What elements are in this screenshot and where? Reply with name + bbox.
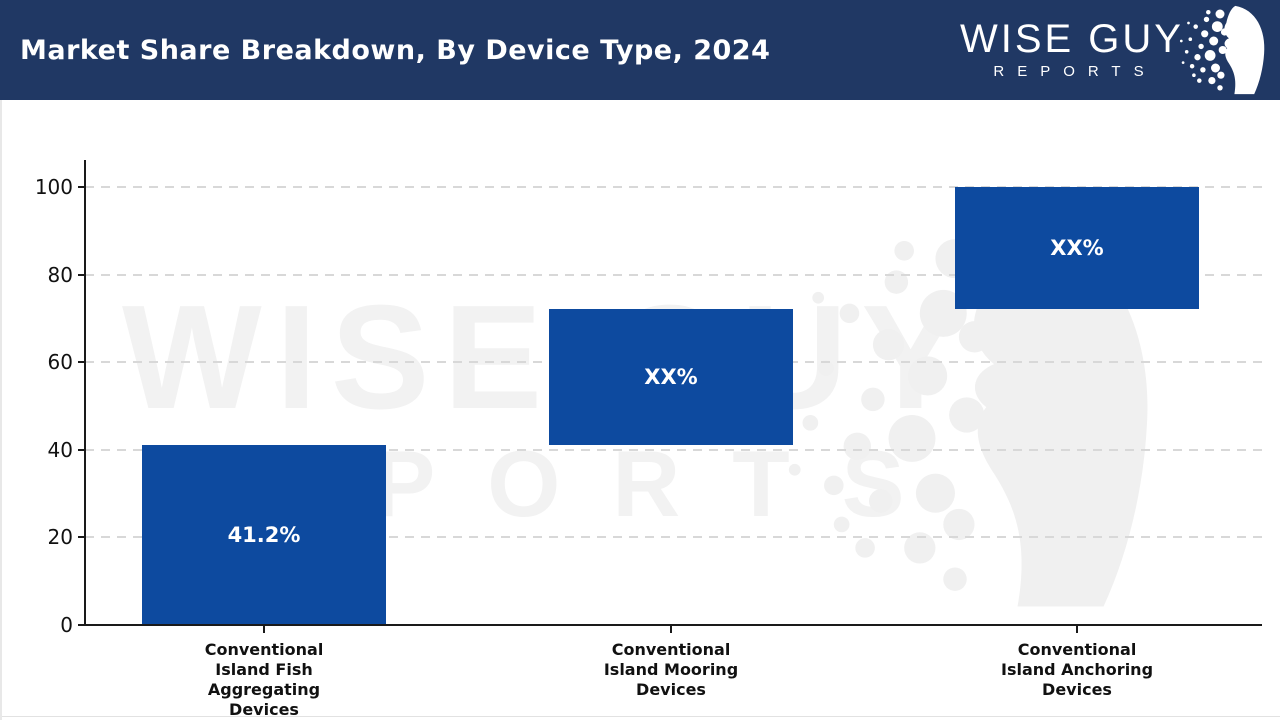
x-category-label-1: Conventional Island Fish Aggregating Dev… [204,640,324,719]
header-bar: Market Share Breakdown, By Device Type, … [0,0,1280,100]
y-tick-mark-0 [78,624,85,626]
brand-logo-face-icon [1179,5,1265,95]
watermark-brand-line1: WISE GUY [122,275,960,440]
x-tick-mark-2 [670,626,672,633]
y-axis-line [84,160,86,626]
y-tick-mark-20 [78,536,85,539]
bar-value-label-1: 41.2% [227,522,301,547]
y-tick-label-100: 100 [34,175,73,200]
y-tick-mark-100 [78,186,85,189]
brand-logo-subtitle: REPORTS [993,63,1157,80]
page-title: Market Share Breakdown, By Device Type, … [20,34,771,66]
y-tick-label-0: 0 [60,613,73,637]
y-tick-label-80: 80 [47,262,73,287]
bar-value-label-2: XX% [644,364,698,389]
bar-value-label-3: XX% [1050,236,1104,261]
y-tick-label-20: 20 [47,525,73,550]
bottom-border-line [0,716,1280,717]
x-tick-mark-3 [1076,626,1078,633]
x-category-label-2: Conventional Island Mooring Devices [603,640,739,699]
y-tick-mark-40 [78,448,85,451]
x-category-label-3: Conventional Island Anchoring Devices [1000,640,1154,699]
brand-logo-wordmark: WISE GUY [959,17,1184,61]
brand-logo: WISE GUY REPORTS [960,5,1270,95]
gridline-y-100 [85,186,1262,189]
y-tick-mark-80 [78,273,85,276]
gridline-y-40 [85,448,1262,451]
brand-logo-text: WISE GUY REPORTS [960,18,1184,82]
bar-segment-3: XX% [955,187,1199,310]
left-border-line [0,100,2,720]
y-tick-mark-60 [78,361,85,364]
x-axis-line [84,624,1262,626]
gridline-y-20 [85,536,1262,539]
y-tick-label-60: 60 [47,350,73,375]
bar-segment-1: 41.2% [142,444,386,625]
gridline-y-80 [85,273,1262,276]
bar-segment-2: XX% [549,309,793,445]
y-tick-label-40: 40 [47,437,73,462]
x-tick-mark-1 [263,626,265,633]
